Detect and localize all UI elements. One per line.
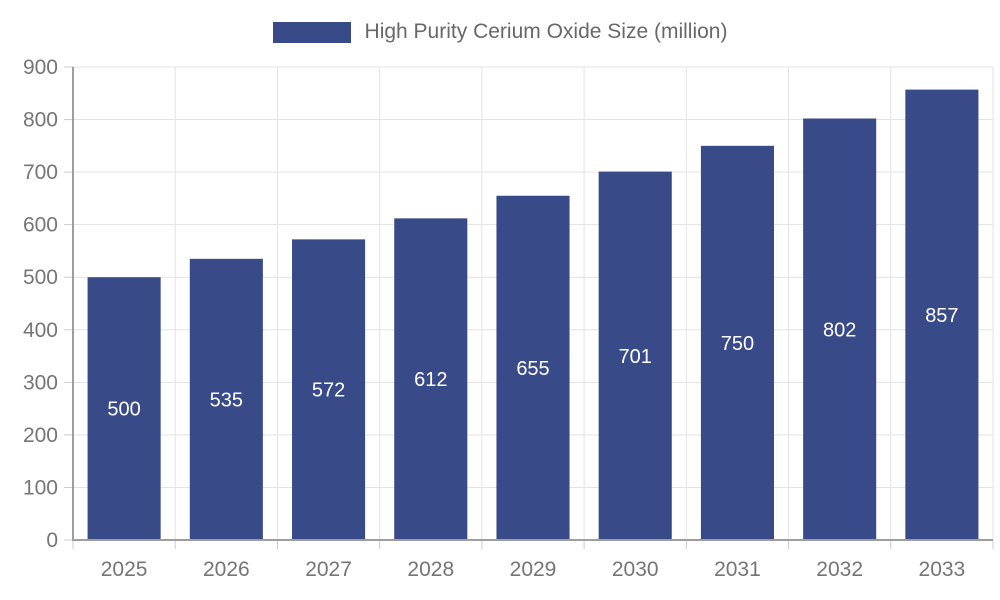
x-axis-tick-label: 2032: [816, 558, 863, 581]
bar[interactable]: [496, 195, 570, 540]
y-axis-tick-label: 900: [23, 56, 58, 79]
y-axis-tick-label: 100: [23, 476, 58, 499]
bar-value-label: 802: [823, 319, 856, 341]
x-axis-tick-label: 2025: [101, 558, 148, 581]
bar-value-label: 750: [721, 333, 754, 355]
bar-value-label: 535: [210, 389, 243, 411]
y-axis-tick-label: 300: [23, 371, 58, 394]
x-axis-tick-label: 2029: [510, 558, 557, 581]
bar-value-label: 612: [414, 369, 447, 391]
bar[interactable]: [598, 171, 672, 540]
bar-value-label: 572: [312, 380, 345, 402]
bar[interactable]: [905, 89, 979, 541]
x-axis-tick-label: 2027: [305, 558, 352, 581]
bar[interactable]: [292, 239, 366, 541]
bar[interactable]: [394, 218, 468, 541]
legend[interactable]: High Purity Cerium Oxide Size (million): [0, 20, 1000, 44]
bar-value-label: 655: [516, 358, 549, 380]
x-axis-tick-label: 2033: [919, 558, 966, 581]
y-axis-tick-label: 600: [23, 214, 58, 237]
legend-label: High Purity Cerium Oxide Size (million): [364, 20, 728, 43]
bar-value-label: 701: [619, 346, 652, 368]
y-axis-tick-label: 200: [23, 424, 58, 447]
y-axis-tick-label: 700: [23, 161, 58, 184]
y-axis-tick-label: 500: [23, 266, 58, 289]
y-axis-tick-label: 800: [23, 109, 58, 132]
y-axis-tick-label: 400: [23, 319, 58, 342]
bar[interactable]: [700, 145, 774, 541]
legend-swatch: [272, 21, 351, 43]
bar-value-label: 857: [925, 305, 958, 327]
x-axis-tick-label: 2030: [612, 558, 659, 581]
bar[interactable]: [87, 277, 161, 540]
bar-value-label: 500: [107, 399, 140, 421]
bar[interactable]: [803, 118, 877, 540]
y-axis-tick-label: 0: [46, 529, 58, 552]
x-axis-tick-label: 2028: [407, 558, 454, 581]
x-axis-tick-label: 2026: [203, 558, 250, 581]
bar[interactable]: [189, 258, 263, 540]
x-axis-tick-label: 2031: [714, 558, 761, 581]
